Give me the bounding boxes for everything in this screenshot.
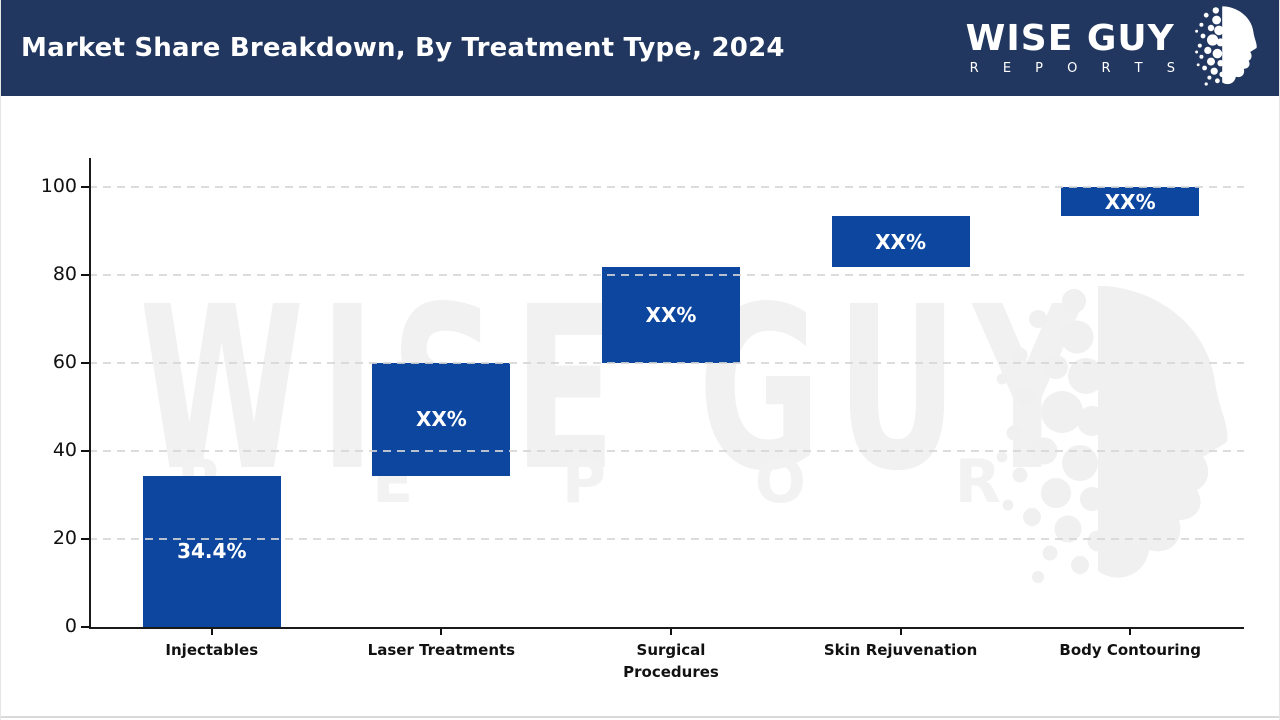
gridline (89, 186, 1244, 188)
wiseguy-logo: WISE GUY R E P O R T S (965, 4, 1279, 92)
y-tick-mark (81, 362, 89, 364)
bar-value-label: XX% (1104, 189, 1156, 214)
x-tick-label: Body Contouring (1059, 641, 1201, 659)
y-tick-mark (81, 626, 89, 628)
x-tick-label: Injectables (165, 641, 259, 659)
x-tick-mark (899, 628, 902, 635)
gridline (89, 450, 1244, 452)
bar-value-label: 34.4% (177, 539, 247, 564)
y-tick-mark (81, 274, 89, 276)
bottom-divider (1, 716, 1279, 718)
y-axis-line (89, 158, 91, 629)
gridline (89, 538, 1244, 540)
bar-surgical-procedures: XX% (602, 267, 740, 363)
x-tick-label: Surgical Procedures (623, 641, 719, 681)
bar-value-label: XX% (415, 407, 467, 432)
x-tick-mark (670, 628, 672, 635)
x-tick-label: Skin Rejuvenation (823, 641, 978, 659)
x-tick-mark (210, 628, 213, 635)
y-tick-label: 80 (52, 263, 77, 285)
y-tick-label: 40 (52, 439, 77, 461)
bar-value-label: XX% (875, 229, 927, 254)
x-tick-mark (1129, 628, 1132, 635)
page-title: Market Share Breakdown, By Treatment Typ… (21, 33, 785, 63)
bar-body-contouring: XX% (1061, 187, 1200, 217)
x-tick-mark (440, 628, 443, 635)
y-tick-label: 20 (52, 527, 77, 549)
y-tick-label: 60 (52, 351, 77, 373)
y-tick-mark (81, 186, 89, 188)
gridline (89, 274, 1244, 276)
gridline (89, 362, 1244, 364)
x-axis-line (89, 627, 1244, 629)
bar-skin-rejuvenation: XX% (831, 216, 970, 268)
bar-value-label: XX% (645, 303, 697, 328)
wiseguy-face-icon (1195, 6, 1257, 86)
x-tick-label: Laser Treatments (367, 641, 516, 659)
header-bar: Market Share Breakdown, By Treatment Typ… (1, 0, 1279, 96)
y-tick-label: 100 (40, 175, 77, 197)
bar-laser-treatments: XX% (372, 363, 511, 476)
waterfall-chart: 0 20 40 60 80 100 34.4% Injectables XX% Laser Tre… (1, 96, 1279, 700)
y-tick-label: 0 (64, 615, 77, 637)
bar-injectables: 34.4% (142, 475, 281, 627)
wiseguy-logo-primary-text: WISE GUY (965, 18, 1175, 59)
y-tick-mark (81, 538, 89, 540)
wiseguy-logo-secondary-text: R E P O R T S (969, 61, 1185, 76)
y-tick-mark (81, 450, 89, 452)
wiseguy-logo-text: WISE GUY R E P O R T S (965, 18, 1185, 76)
